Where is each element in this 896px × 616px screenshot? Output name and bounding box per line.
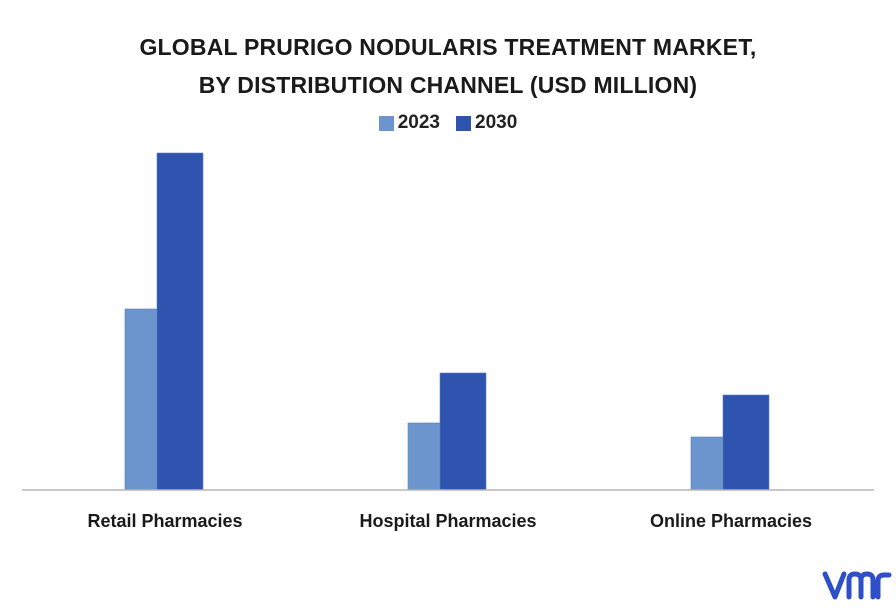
bars-group <box>124 152 770 491</box>
chart-title-line-2: BY DISTRIBUTION CHANNEL (USD MILLION) <box>198 72 698 98</box>
vmr-logo-icon <box>822 571 892 600</box>
bar-2030-hospital-pharmacies <box>439 372 487 491</box>
chart-title-line-1: GLOBAL PRURIGO NODULARIS TREATMENT MARKE… <box>139 34 757 60</box>
legend-item-2023: 2023 <box>378 112 440 134</box>
x-tick-label-hospital-pharmacies: Hospital Pharmacies <box>359 511 536 531</box>
legend: 2023 2030 <box>0 112 896 134</box>
bar-2030-retail-pharmacies <box>156 152 204 491</box>
legend-label-2030: 2030 <box>475 112 518 133</box>
legend-swatch-2023 <box>378 115 394 131</box>
x-tick-labels: Retail Pharmacies Hospital Pharmacies Onli… <box>87 511 812 531</box>
bar-2023-retail-pharmacies <box>124 308 159 491</box>
legend-item-2030: 2030 <box>456 112 517 134</box>
legend-swatch-2030 <box>456 115 471 131</box>
chart-title: GLOBAL PRURIGO NODULARIS TREATMENT MARKE… <box>0 28 896 104</box>
bar-2023-online-pharmacies <box>690 436 725 491</box>
x-tick-label-retail-pharmacies: Retail Pharmacies <box>87 511 242 531</box>
legend-label-2023: 2023 <box>397 112 440 133</box>
bar-2023-hospital-pharmacies <box>407 422 442 491</box>
bar-2030-online-pharmacies <box>722 394 770 491</box>
x-tick-label-online-pharmacies: Online Pharmacies <box>650 511 812 531</box>
